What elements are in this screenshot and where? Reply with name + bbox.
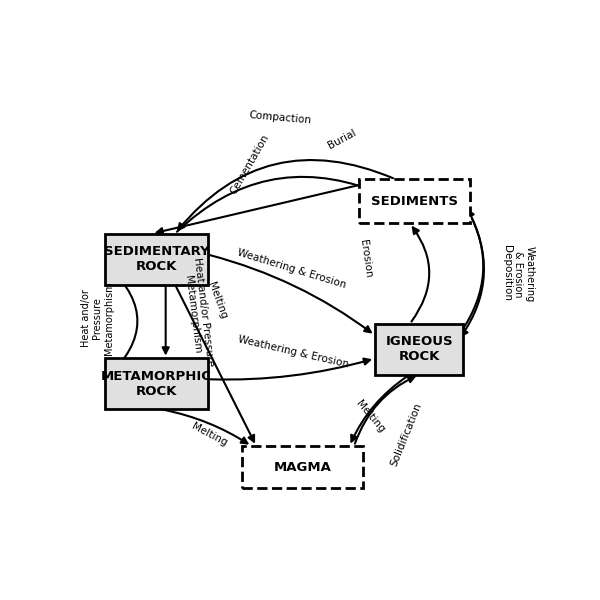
FancyBboxPatch shape bbox=[105, 358, 208, 409]
Text: Weathering
& Erosion: Weathering & Erosion bbox=[513, 246, 535, 302]
Text: IGNEOUS
ROCK: IGNEOUS ROCK bbox=[385, 335, 453, 363]
Text: Melting: Melting bbox=[354, 398, 386, 434]
Text: SEDIMENTS: SEDIMENTS bbox=[371, 195, 458, 208]
Text: Heat and/or
Pressure
Metamorphism: Heat and/or Pressure Metamorphism bbox=[81, 281, 114, 355]
FancyArrowPatch shape bbox=[177, 177, 373, 232]
FancyBboxPatch shape bbox=[242, 446, 364, 488]
Text: SEDIMENTARY
ROCK: SEDIMENTARY ROCK bbox=[104, 245, 209, 273]
FancyArrowPatch shape bbox=[176, 287, 254, 442]
FancyArrowPatch shape bbox=[211, 359, 370, 380]
FancyArrowPatch shape bbox=[355, 377, 415, 443]
Text: Weathering & Erosion: Weathering & Erosion bbox=[236, 247, 347, 290]
Text: Solidification: Solidification bbox=[389, 401, 424, 468]
Text: Heat and/or Pressure
Metamorphism: Heat and/or Pressure Metamorphism bbox=[181, 257, 215, 369]
FancyArrowPatch shape bbox=[460, 211, 483, 333]
Text: Compaction: Compaction bbox=[248, 110, 311, 126]
FancyArrowPatch shape bbox=[461, 208, 484, 336]
Text: Cementation: Cementation bbox=[228, 133, 271, 196]
Text: METAMORPHIC
ROCK: METAMORPHIC ROCK bbox=[101, 370, 212, 398]
FancyArrowPatch shape bbox=[163, 287, 169, 353]
Text: MAGMA: MAGMA bbox=[274, 461, 332, 473]
FancyArrowPatch shape bbox=[178, 160, 393, 230]
FancyArrowPatch shape bbox=[157, 185, 361, 234]
Text: Melting: Melting bbox=[190, 421, 229, 448]
FancyBboxPatch shape bbox=[105, 234, 208, 284]
Text: Melting: Melting bbox=[206, 281, 228, 320]
FancyArrowPatch shape bbox=[164, 410, 247, 443]
FancyBboxPatch shape bbox=[359, 179, 470, 223]
Text: Weathering & Erosion: Weathering & Erosion bbox=[237, 334, 350, 369]
FancyArrowPatch shape bbox=[107, 267, 137, 377]
FancyArrowPatch shape bbox=[412, 227, 429, 322]
FancyBboxPatch shape bbox=[375, 324, 463, 374]
FancyArrowPatch shape bbox=[351, 376, 407, 442]
Text: Erosion: Erosion bbox=[358, 239, 373, 279]
FancyArrowPatch shape bbox=[210, 255, 371, 332]
Text: Burial: Burial bbox=[326, 127, 358, 151]
Text: Deposition: Deposition bbox=[502, 245, 512, 301]
